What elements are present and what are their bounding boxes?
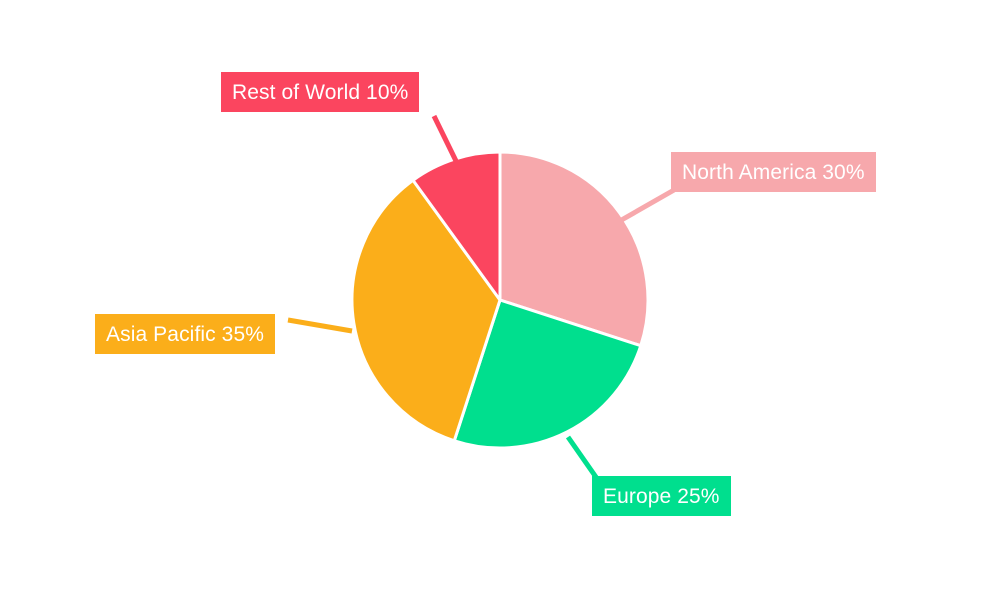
- pie-label-text: North America 30%: [682, 160, 865, 184]
- pie-leader-lines: [287, 114, 676, 482]
- pie-label-text: Asia Pacific 35%: [106, 322, 265, 346]
- pie-label-europe[interactable]: Europe 25%: [592, 476, 731, 516]
- pie-slice-europe[interactable]: [452, 298, 643, 450]
- leader-line-north-america: [616, 187, 676, 225]
- pie-slice-asia-pacific[interactable]: [350, 178, 502, 443]
- leader-line-rest-of-world: [431, 114, 460, 165]
- pie-label-asia-pacific[interactable]: Asia Pacific 35%: [95, 314, 276, 354]
- leader-line-asia-pacific: [287, 317, 353, 334]
- pie-label-text: Rest of World 10%: [232, 80, 409, 104]
- pie-label-text: Europe 25%: [603, 484, 720, 508]
- pie-label-north-america[interactable]: North America 30%: [671, 152, 876, 192]
- pie-slice-north-america[interactable]: [498, 150, 650, 348]
- pie-label-rest-of-world[interactable]: Rest of World 10%: [221, 72, 420, 112]
- leader-line-europe: [565, 435, 601, 482]
- pie-slices: [350, 150, 650, 450]
